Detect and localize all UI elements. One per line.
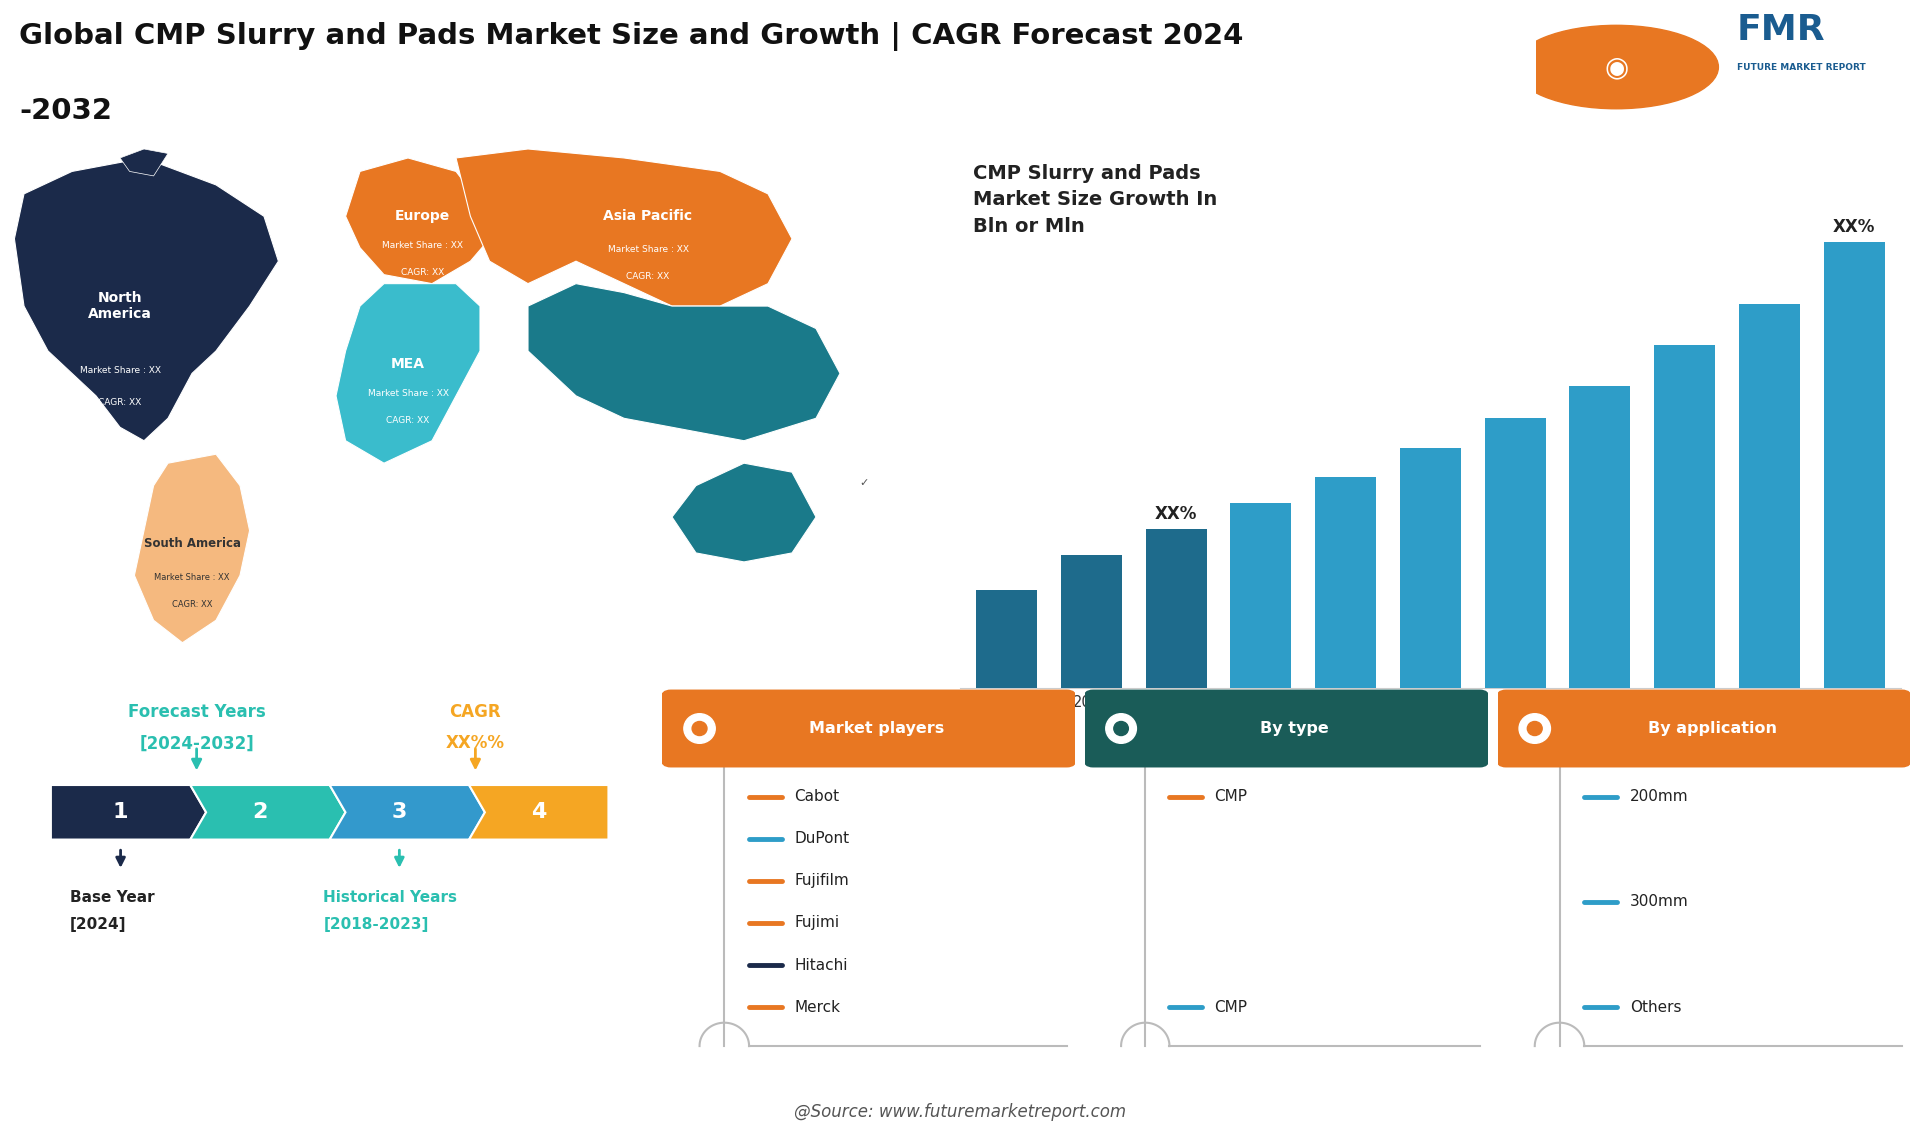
Text: -2032: -2032 bbox=[19, 97, 111, 125]
Circle shape bbox=[1515, 25, 1718, 109]
Polygon shape bbox=[457, 149, 791, 306]
Text: ◉: ◉ bbox=[1603, 53, 1628, 81]
Bar bbox=[1484, 418, 1546, 688]
Polygon shape bbox=[672, 463, 816, 562]
Bar bbox=[1146, 529, 1206, 688]
Text: Merck: Merck bbox=[795, 999, 841, 1014]
Text: Cabot: Cabot bbox=[795, 790, 839, 804]
Circle shape bbox=[1114, 722, 1129, 736]
Text: CAGR: XX: CAGR: XX bbox=[386, 416, 430, 425]
Polygon shape bbox=[50, 785, 205, 840]
Bar bbox=[1569, 386, 1630, 688]
Text: 300mm: 300mm bbox=[1630, 894, 1688, 910]
Text: CAGR: XX: CAGR: XX bbox=[171, 599, 213, 609]
FancyBboxPatch shape bbox=[660, 690, 1077, 768]
Text: 1: 1 bbox=[113, 802, 129, 823]
Text: FUTURE MARKET REPORT: FUTURE MARKET REPORT bbox=[1736, 63, 1866, 71]
Text: @Source: www.futuremarketreport.com: @Source: www.futuremarketreport.com bbox=[795, 1102, 1125, 1121]
Text: Forecast Years: Forecast Years bbox=[129, 704, 265, 721]
Polygon shape bbox=[119, 149, 169, 176]
Text: MEA: MEA bbox=[392, 358, 424, 371]
Polygon shape bbox=[468, 785, 609, 840]
Polygon shape bbox=[528, 283, 841, 441]
Circle shape bbox=[1519, 714, 1551, 744]
Text: Fujifilm: Fujifilm bbox=[795, 873, 849, 888]
Bar bbox=[1824, 242, 1885, 688]
Text: XX%%: XX%% bbox=[445, 735, 505, 753]
Text: 200mm: 200mm bbox=[1630, 790, 1688, 804]
Text: By type: By type bbox=[1260, 721, 1329, 736]
Text: Hitachi: Hitachi bbox=[795, 958, 849, 973]
Text: Asia Pacific: Asia Pacific bbox=[603, 210, 693, 223]
Text: By application: By application bbox=[1647, 721, 1776, 736]
Text: Market Share : XX: Market Share : XX bbox=[154, 573, 230, 582]
Text: Market Share : XX: Market Share : XX bbox=[607, 245, 689, 254]
FancyBboxPatch shape bbox=[1083, 690, 1490, 768]
Bar bbox=[1740, 304, 1799, 688]
Polygon shape bbox=[13, 158, 278, 441]
Text: North
America: North America bbox=[88, 291, 152, 321]
Text: Historical Years: Historical Years bbox=[323, 890, 457, 905]
Circle shape bbox=[691, 722, 707, 736]
Text: FMR: FMR bbox=[1736, 13, 1826, 47]
Bar bbox=[1655, 345, 1715, 688]
Text: 3: 3 bbox=[392, 802, 407, 823]
Bar bbox=[975, 590, 1037, 688]
Polygon shape bbox=[346, 158, 490, 283]
Text: ✓: ✓ bbox=[860, 478, 868, 487]
Bar bbox=[1400, 448, 1461, 688]
Text: XX%: XX% bbox=[1156, 505, 1198, 523]
Text: CAGR: XX: CAGR: XX bbox=[401, 268, 444, 276]
Text: CAGR: XX: CAGR: XX bbox=[98, 398, 142, 407]
Text: Fujimi: Fujimi bbox=[795, 916, 839, 931]
Text: Market Share : XX: Market Share : XX bbox=[367, 388, 449, 398]
Bar bbox=[1315, 477, 1377, 688]
Text: CAGR: XX: CAGR: XX bbox=[626, 272, 670, 281]
Text: CMP: CMP bbox=[1213, 790, 1246, 804]
Circle shape bbox=[1106, 714, 1137, 744]
Text: Market Share : XX: Market Share : XX bbox=[382, 241, 463, 250]
Polygon shape bbox=[330, 785, 486, 840]
Polygon shape bbox=[336, 283, 480, 463]
Text: Others: Others bbox=[1630, 999, 1682, 1014]
Circle shape bbox=[684, 714, 716, 744]
Bar bbox=[1231, 503, 1292, 688]
Text: DuPont: DuPont bbox=[795, 831, 851, 846]
Text: CAGR: CAGR bbox=[449, 704, 501, 721]
Text: 4: 4 bbox=[532, 802, 547, 823]
Text: [2024]: [2024] bbox=[69, 918, 127, 933]
Text: Market Share : XX: Market Share : XX bbox=[79, 367, 161, 376]
Text: CMP Slurry and Pads
Market Size Growth In
Bln or Mln: CMP Slurry and Pads Market Size Growth I… bbox=[973, 164, 1217, 236]
Text: Base Year: Base Year bbox=[69, 890, 154, 905]
Text: [2024-2032]: [2024-2032] bbox=[140, 735, 253, 753]
Bar bbox=[1062, 556, 1121, 688]
Text: Market players: Market players bbox=[810, 721, 945, 736]
Text: XX%: XX% bbox=[1834, 218, 1876, 236]
Text: [2018-2023]: [2018-2023] bbox=[323, 918, 428, 933]
Text: Europe: Europe bbox=[396, 210, 449, 223]
Polygon shape bbox=[190, 785, 346, 840]
Polygon shape bbox=[134, 454, 250, 643]
Text: South America: South America bbox=[144, 537, 240, 550]
Text: Global CMP Slurry and Pads Market Size and Growth | CAGR Forecast 2024: Global CMP Slurry and Pads Market Size a… bbox=[19, 22, 1244, 52]
FancyBboxPatch shape bbox=[1496, 690, 1912, 768]
Circle shape bbox=[1526, 722, 1542, 736]
Text: CMP: CMP bbox=[1213, 999, 1246, 1014]
Text: 2: 2 bbox=[252, 802, 267, 823]
